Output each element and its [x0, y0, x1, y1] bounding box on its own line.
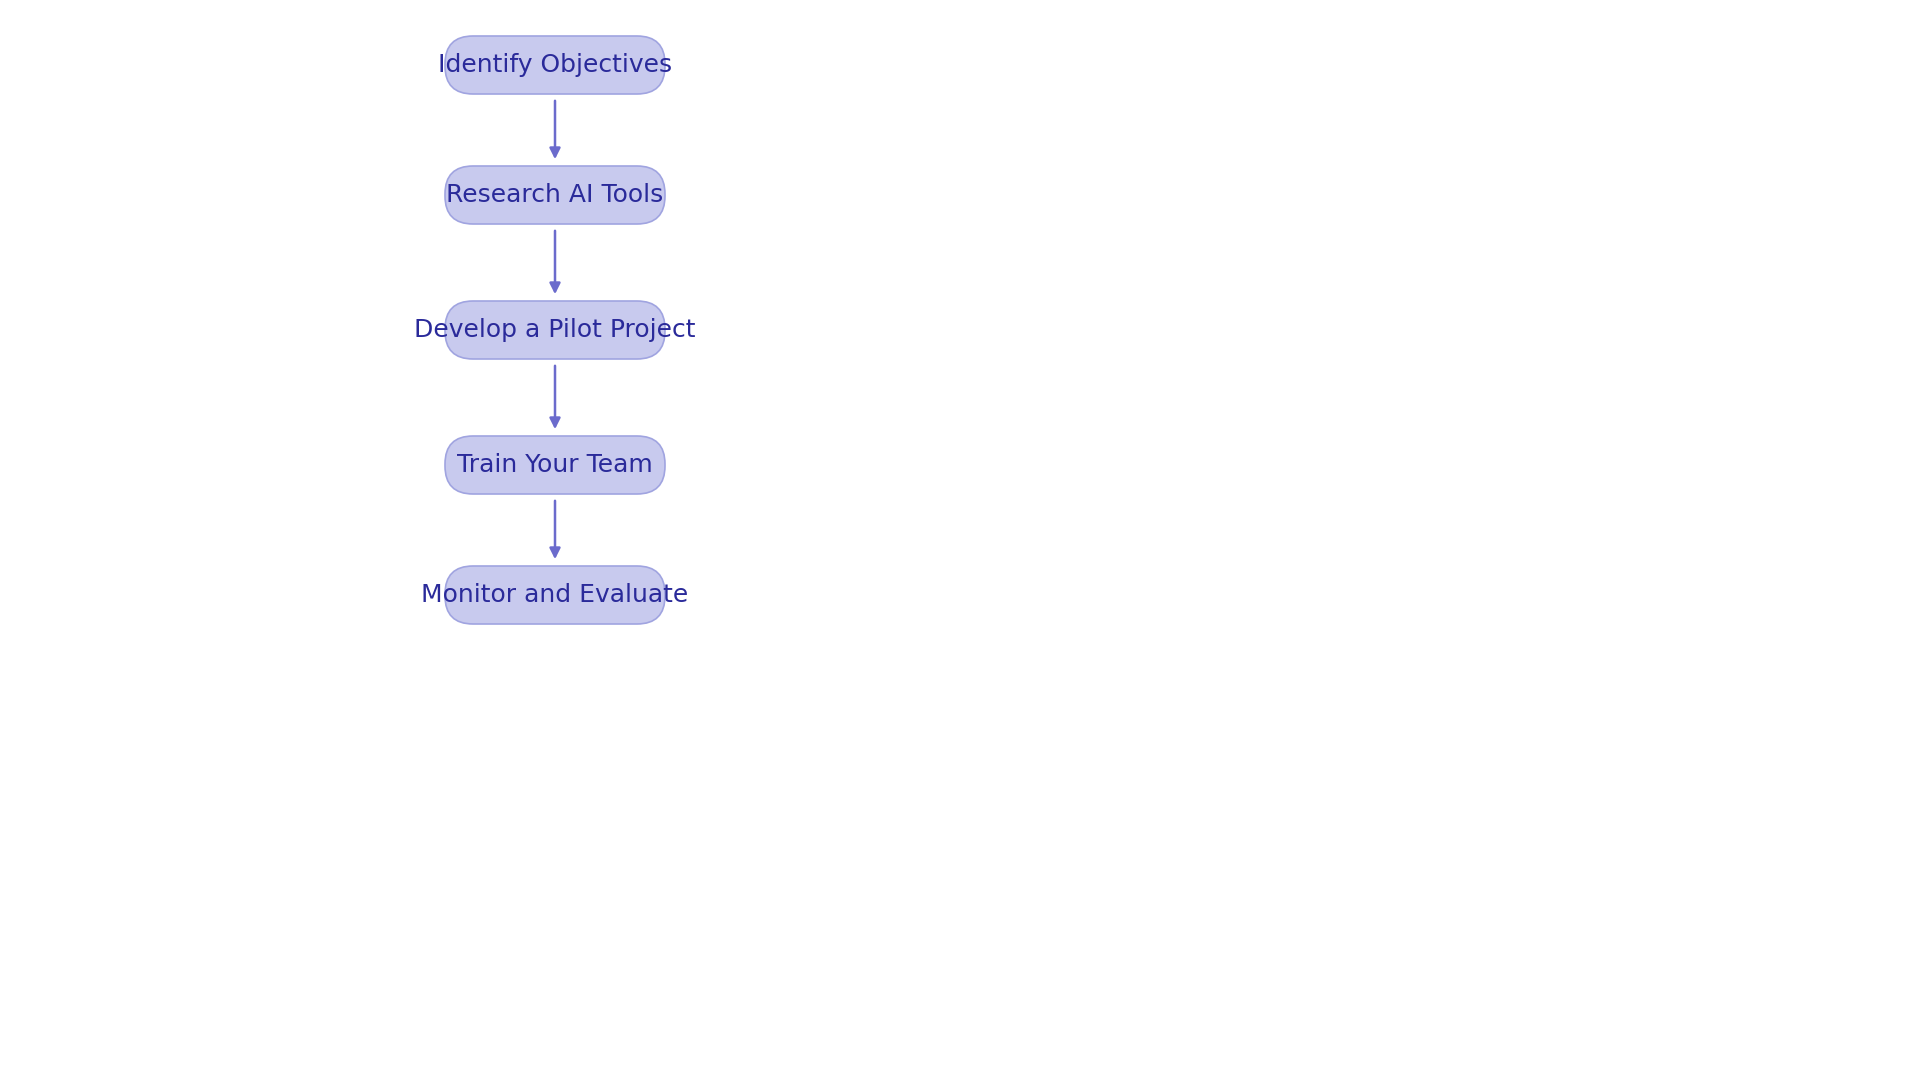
FancyBboxPatch shape — [445, 436, 664, 494]
Text: Monitor and Evaluate: Monitor and Evaluate — [420, 583, 689, 606]
FancyBboxPatch shape — [445, 36, 664, 94]
FancyBboxPatch shape — [445, 166, 664, 224]
Text: Identify Objectives: Identify Objectives — [438, 53, 672, 77]
Text: Train Your Team: Train Your Team — [457, 453, 653, 477]
Text: Research AI Tools: Research AI Tools — [445, 183, 664, 207]
FancyBboxPatch shape — [445, 566, 664, 624]
FancyBboxPatch shape — [445, 301, 664, 358]
Text: Develop a Pilot Project: Develop a Pilot Project — [415, 318, 695, 342]
